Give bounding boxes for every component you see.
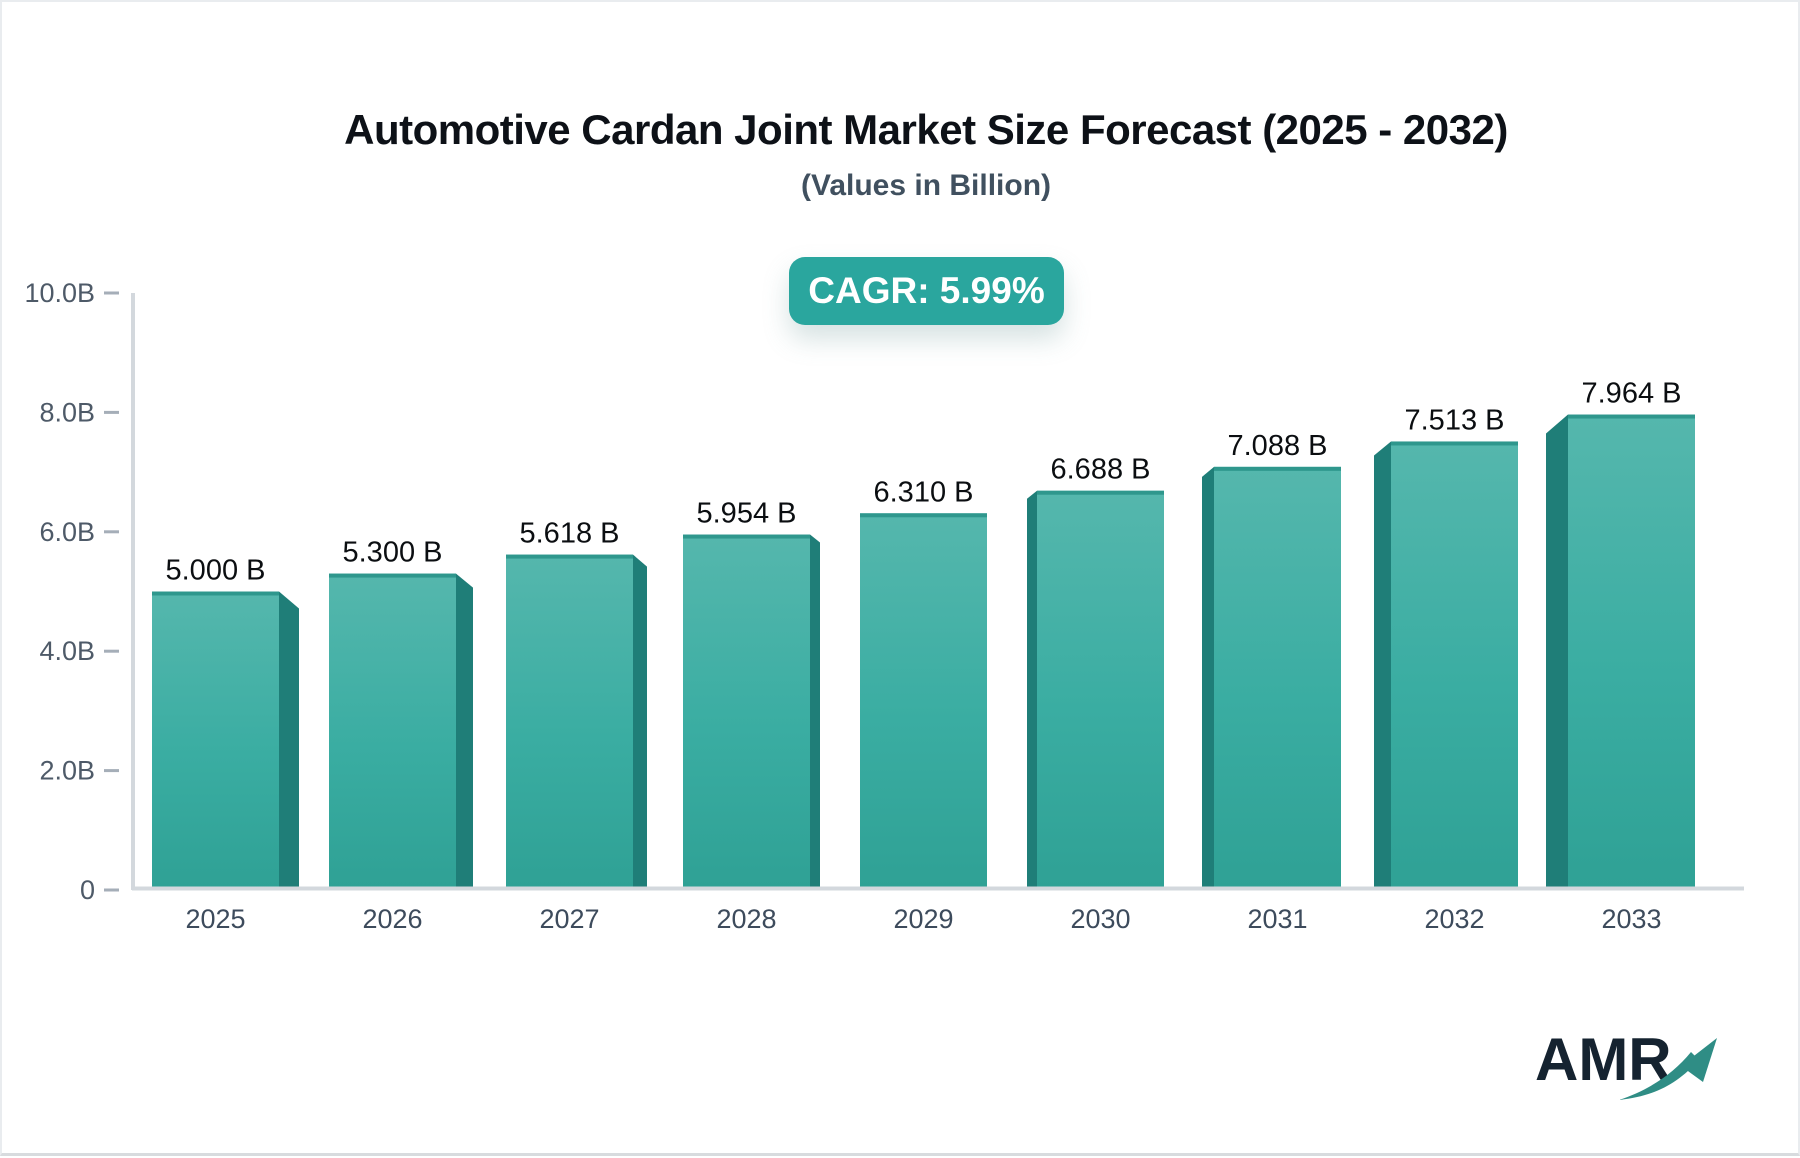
bar-value-label: 5.954 B	[697, 498, 797, 530]
y-axis-tick-label: 2.0B	[39, 756, 95, 786]
bar-top-edge	[329, 573, 456, 578]
bar-value-label: 5.618 B	[520, 518, 620, 550]
bar-top-edge	[1214, 466, 1341, 471]
bar-2030: 6.688 B 2030	[1027, 454, 1164, 934]
bar-2033: 7.964 B 2033	[1546, 378, 1695, 934]
bar-top-edge	[1391, 441, 1518, 446]
bar-2029: 6.310 B 2029	[860, 476, 987, 934]
cagr-badge-label: CAGR: 5.99%	[808, 270, 1045, 311]
amr-logo: AMR	[1535, 1028, 1755, 1120]
chart-title: Automotive Cardan Joint Market Size Fore…	[344, 106, 1508, 153]
chart-header: Automotive Cardan Joint Market Size Fore…	[50, 102, 1800, 206]
bar-2025: 5.000 B 2025	[152, 555, 299, 934]
bar-value-label: 6.310 B	[874, 476, 974, 508]
x-axis-label: 2030	[1070, 904, 1130, 934]
y-axis-tick-label: 4.0B	[39, 636, 95, 666]
bar-side-face	[633, 554, 647, 888]
bar-top-edge	[152, 591, 279, 596]
bar-top-edge	[683, 534, 810, 539]
x-axis-label: 2033	[1601, 904, 1661, 934]
y-axis-tick-label: 6.0B	[39, 517, 95, 547]
bar-side-face	[1202, 466, 1214, 888]
bar-value-label: 6.688 B	[1051, 454, 1151, 486]
bar-side-face	[1027, 490, 1037, 888]
amr-logo-text: AMR	[1535, 1026, 1672, 1093]
bar-value-label: 7.088 B	[1228, 430, 1328, 462]
bar-top-edge	[1568, 414, 1695, 419]
bar-side-face	[279, 591, 299, 888]
x-axis-label: 2025	[185, 904, 245, 934]
y-axis-tick-label: 0	[80, 875, 95, 905]
bar-2032: 7.513 B 2032	[1374, 404, 1518, 934]
y-axis-tick-label: 10.0B	[24, 278, 95, 308]
bar-front-face	[506, 554, 633, 888]
y-axis-tick-label: 8.0B	[39, 397, 95, 427]
bar-value-label: 5.000 B	[166, 555, 266, 587]
bar-side-face	[1374, 441, 1391, 888]
bar-value-label: 7.964 B	[1582, 378, 1682, 410]
x-axis-label: 2028	[716, 904, 776, 934]
x-axis-label: 2031	[1247, 904, 1307, 934]
cagr-badge: CAGR: 5.99%	[789, 257, 1064, 325]
bar-value-label: 7.513 B	[1405, 404, 1505, 436]
bar-top-edge	[1037, 490, 1164, 495]
x-axis-label: 2029	[893, 904, 953, 934]
bar-value-label: 5.300 B	[343, 537, 443, 569]
bar-front-face	[1568, 414, 1695, 888]
chart-subtitle: (Values in Billion)	[800, 169, 1052, 202]
bar-front-face	[860, 513, 987, 888]
bar-top-edge	[506, 554, 633, 559]
growth-arrow-icon	[1619, 1038, 1717, 1100]
x-axis-label: 2032	[1424, 904, 1484, 934]
bar-side-face	[810, 534, 820, 888]
bar-front-face	[1391, 441, 1518, 888]
bar-2031: 7.088 B 2031	[1202, 430, 1341, 934]
bar-front-face	[683, 534, 810, 888]
x-axis-label: 2027	[539, 904, 599, 934]
bar-top-edge	[860, 513, 987, 518]
bar-2027: 5.618 B 2027	[506, 518, 647, 934]
bar-side-face	[1546, 414, 1568, 888]
bar-front-face	[329, 573, 456, 888]
bar-front-face	[1037, 490, 1164, 888]
bar-front-face	[1214, 466, 1341, 888]
x-axis-label: 2026	[362, 904, 422, 934]
bar-front-face	[152, 591, 279, 888]
bar-side-face	[456, 573, 473, 888]
bar-2028: 5.954 B 2028	[683, 498, 820, 934]
bar-2026: 5.300 B 2026	[329, 537, 473, 934]
